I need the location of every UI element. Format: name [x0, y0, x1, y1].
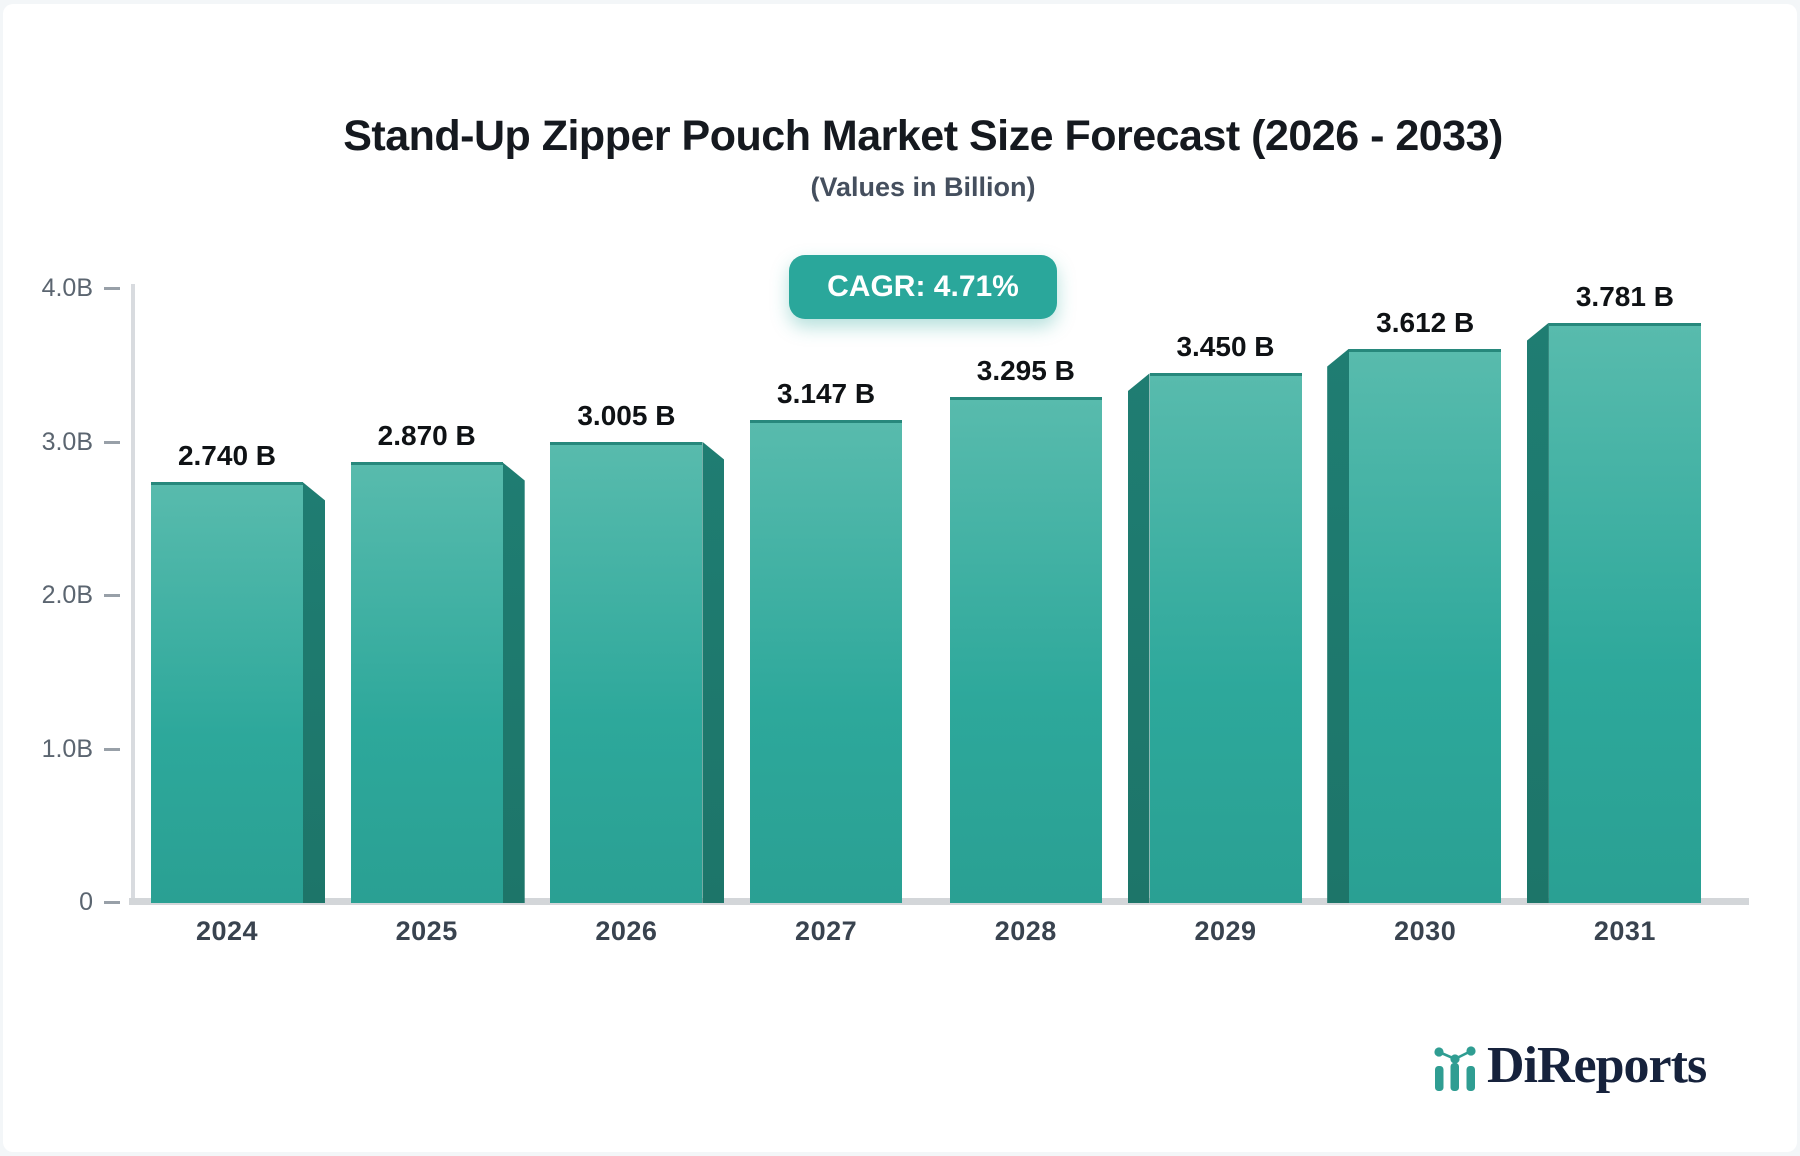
cagr-badge-row: CAGR: 4.71% — [49, 255, 1797, 319]
x-axis-line — [129, 898, 1749, 905]
y-tick-label: 1.0B — [41, 734, 93, 763]
bar-value-label: 2.740 B — [177, 440, 277, 472]
bar-2027 — [750, 419, 903, 903]
x-tick-label: 2024 — [195, 916, 259, 946]
y-tick-mark — [104, 901, 120, 904]
bar-3d-side — [1127, 373, 1150, 903]
y-tick-mark — [104, 440, 120, 444]
bar-value-label: 3.612 B — [1376, 306, 1475, 338]
bar-3d-side — [303, 482, 325, 903]
bar-value-label: 3.295 B — [976, 355, 1075, 387]
y-tick-mark — [104, 287, 120, 290]
y-tick-label: 0 — [79, 888, 93, 916]
bar-2026 — [550, 441, 703, 903]
direports-logo: DiReports — [1433, 1037, 1707, 1094]
bar-2030 — [1349, 348, 1502, 903]
bar-3d-side — [1526, 322, 1549, 903]
bar-2029 — [1149, 373, 1302, 903]
y-tick-mark — [104, 747, 120, 751]
chart-card: Stand-Up Zipper Pouch Market Size Foreca… — [3, 4, 1797, 1152]
cagr-badge: CAGR: 4.71% — [789, 255, 1057, 319]
x-tick-label: 2025 — [395, 916, 458, 946]
bar-value-label: 3.005 B — [577, 399, 676, 431]
bar-value-label: 3.781 B — [1575, 280, 1674, 312]
x-tick-label: 2026 — [595, 916, 658, 946]
y-tick-label: 4.0B — [41, 274, 93, 302]
bar-value-label: 2.870 B — [377, 420, 476, 452]
y-axis-line — [131, 284, 135, 903]
bar-2028 — [949, 397, 1102, 903]
chart-title: Stand-Up Zipper Pouch Market Size Foreca… — [343, 112, 1503, 160]
bar-3d-side — [702, 441, 725, 903]
y-tick-label: 3.0B — [41, 427, 93, 456]
chart-subtitle: (Values in Billion) — [810, 172, 1036, 202]
bar-value-label: 3.450 B — [1176, 331, 1275, 363]
x-tick-label: 2029 — [1194, 916, 1257, 946]
logo-text: DiReports — [1487, 1037, 1707, 1094]
y-tick-mark — [104, 594, 120, 597]
x-tick-label: 2031 — [1593, 916, 1656, 946]
bar-3d-side — [1327, 348, 1350, 903]
x-tick-label: 2028 — [994, 916, 1057, 946]
bar-value-label: 3.147 B — [777, 377, 876, 409]
mini-bar-chart-icon — [1434, 1046, 1476, 1091]
bar-3d-side — [502, 462, 525, 903]
bar-2031 — [1548, 322, 1701, 903]
bar-chart: 4.0B 3.0B 2.0B 1.0B 0 2.740 B 2024 2.870 B 2025 3… — [3, 4, 1797, 1152]
x-tick-label: 2030 — [1394, 916, 1457, 946]
bar-2024 — [151, 482, 303, 903]
bar-2025 — [350, 462, 503, 903]
x-tick-label: 2027 — [795, 916, 858, 946]
y-tick-label: 2.0B — [41, 581, 93, 609]
